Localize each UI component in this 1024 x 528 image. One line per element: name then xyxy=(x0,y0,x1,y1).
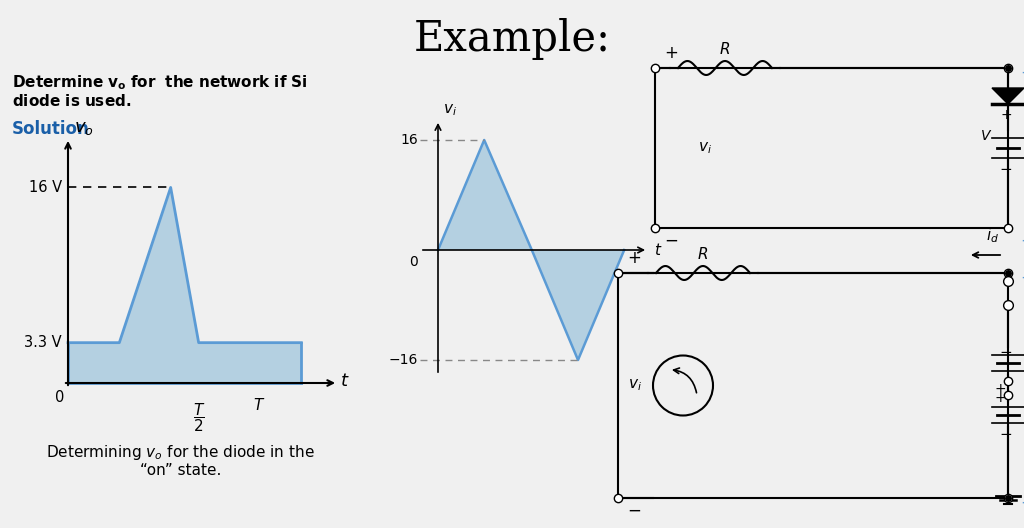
Text: −: − xyxy=(999,427,1013,442)
Text: +: + xyxy=(1020,64,1024,82)
Text: $\dfrac{T}{2}$: $\dfrac{T}{2}$ xyxy=(193,401,205,434)
Text: Solution: Solution xyxy=(12,120,90,138)
Text: R: R xyxy=(697,247,709,262)
Text: 0: 0 xyxy=(410,255,418,269)
Polygon shape xyxy=(438,140,531,250)
Text: −16: −16 xyxy=(389,353,418,367)
Text: R: R xyxy=(720,42,730,57)
Text: 16: 16 xyxy=(400,133,418,147)
Text: 16 V: 16 V xyxy=(29,180,62,195)
Text: Determining $v_o$ for the diode in the: Determining $v_o$ for the diode in the xyxy=(46,443,314,462)
Text: +: + xyxy=(1000,108,1012,122)
Text: V: V xyxy=(981,129,991,143)
Text: 0: 0 xyxy=(54,390,63,404)
Text: $\mathbf{Determine\ v_o\ for\ \ the\ network\ if\ Si}$: $\mathbf{Determine\ v_o\ for\ \ the\ net… xyxy=(12,73,307,92)
Text: +: + xyxy=(994,382,1006,396)
Text: $T$: $T$ xyxy=(253,397,265,413)
Text: −: − xyxy=(999,162,1013,177)
Text: “on” state.: “on” state. xyxy=(140,463,221,478)
Text: $t$: $t$ xyxy=(654,242,663,258)
Text: +: + xyxy=(627,249,641,267)
Text: 3.3 V: 3.3 V xyxy=(25,335,62,350)
Text: −: − xyxy=(999,345,1013,360)
Text: +: + xyxy=(664,44,678,62)
Text: Example:: Example: xyxy=(414,18,610,60)
Text: +: + xyxy=(994,391,1006,405)
Text: $v_o$: $v_o$ xyxy=(74,119,94,137)
Text: +: + xyxy=(1020,269,1024,287)
Text: −: − xyxy=(1020,494,1024,512)
Text: −: − xyxy=(664,232,678,250)
Text: $t$: $t$ xyxy=(340,372,349,390)
Text: $i_d$: $i_d$ xyxy=(986,227,999,245)
Text: $v_i$: $v_i$ xyxy=(698,140,712,156)
Polygon shape xyxy=(992,88,1024,104)
Polygon shape xyxy=(68,187,301,383)
Text: $\mathbf{diode\ is\ used.}$: $\mathbf{diode\ is\ used.}$ xyxy=(12,93,131,109)
Text: $v_i$: $v_i$ xyxy=(628,378,642,393)
Polygon shape xyxy=(531,250,625,360)
Text: −: − xyxy=(627,502,641,520)
Text: −: − xyxy=(1020,232,1024,250)
Text: $v_i$: $v_i$ xyxy=(443,102,457,118)
